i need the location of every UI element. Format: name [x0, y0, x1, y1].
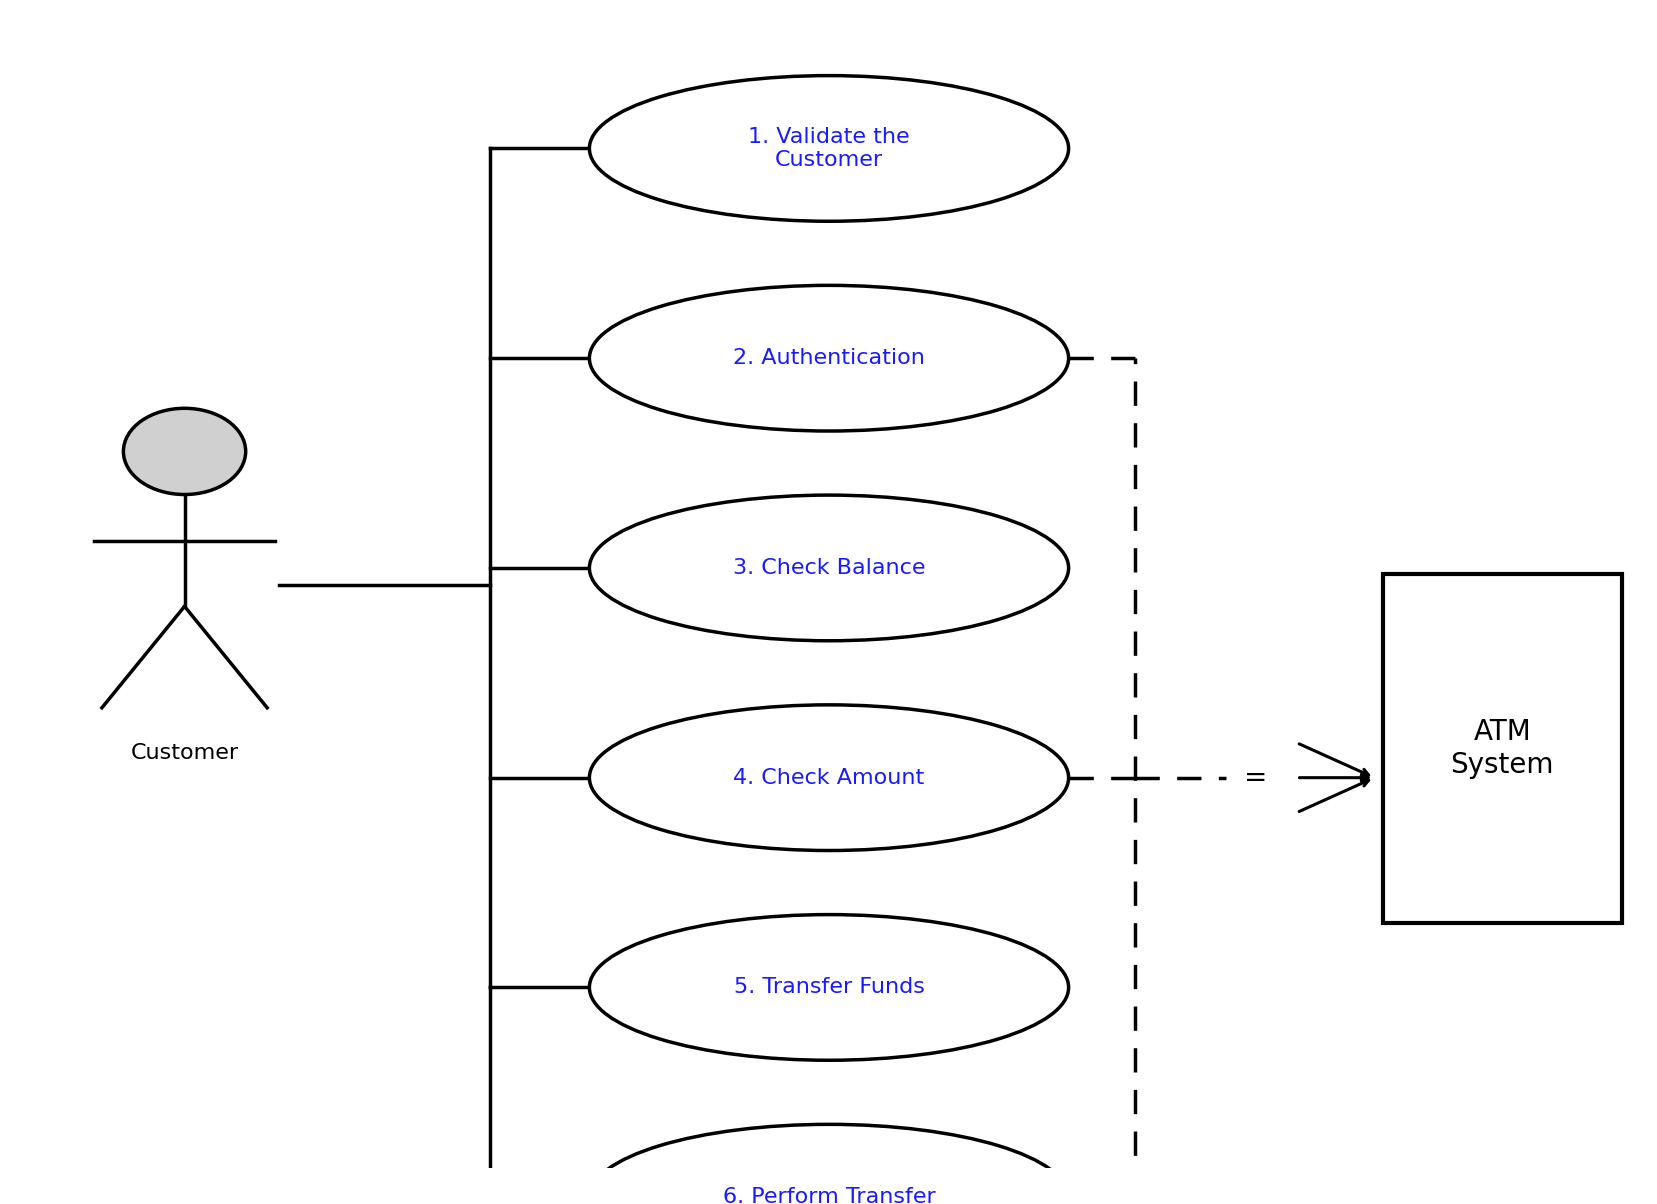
Text: 2. Authentication: 2. Authentication [732, 348, 925, 368]
Ellipse shape [588, 495, 1069, 641]
Text: 6. Perform Transfer: 6. Perform Transfer [722, 1187, 935, 1204]
Text: 4. Check Amount: 4. Check Amount [732, 768, 925, 787]
Text: Customer: Customer [131, 743, 239, 762]
Ellipse shape [588, 704, 1069, 850]
Ellipse shape [588, 915, 1069, 1061]
Circle shape [123, 408, 245, 495]
Ellipse shape [588, 285, 1069, 431]
Bar [1382, 574, 1621, 923]
Text: 3. Check Balance: 3. Check Balance [732, 557, 925, 578]
Text: 5. Transfer Funds: 5. Transfer Funds [732, 978, 925, 997]
Text: 1. Validate the
Customer: 1. Validate the Customer [747, 126, 910, 170]
Text: =: = [1243, 763, 1266, 792]
Ellipse shape [588, 1125, 1069, 1204]
Ellipse shape [588, 76, 1069, 222]
Text: ATM
System: ATM System [1450, 719, 1553, 779]
